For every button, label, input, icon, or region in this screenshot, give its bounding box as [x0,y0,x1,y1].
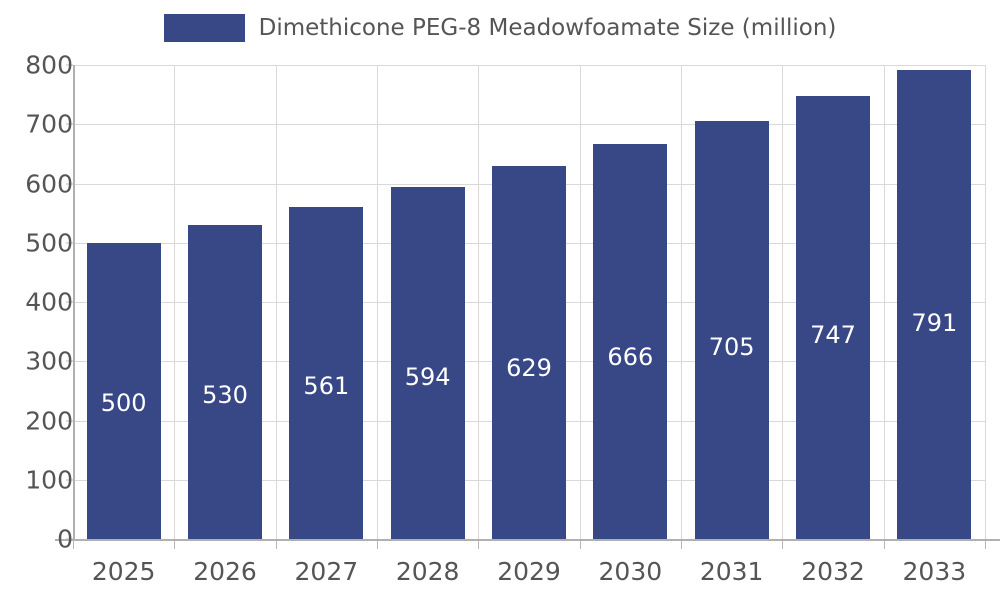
legend-label-0: Dimethicone PEG-8 Meadowfoamate Size (mi… [258,14,837,41]
bar-value-label-2026: 530 [202,380,248,409]
x-axis-ticks: 2025 2026 2027 2028 2029 2030 2031 2032 2033 [0,541,1000,600]
x-tick-mark-7 [782,541,783,549]
bar-2025[interactable] [86,242,161,539]
x-tick-label-2033: 2033 [902,557,967,586]
bar-2027[interactable] [289,206,364,539]
x-tick-label-2029: 2029 [497,557,561,586]
y-tick-label-400: 400 [25,287,73,317]
legend-item-0[interactable]: Dimethicone PEG-8 Meadowfoamate Size (mi… [163,14,837,42]
x-tick-mark-9 [985,541,986,549]
y-tick-label-300: 300 [25,346,73,376]
y-tick-label-200: 200 [25,406,73,435]
bar-2033[interactable] [897,70,972,539]
y-axis-ticks: 0 100 200 300 400 500 600 700 800 [0,0,73,600]
y-tick-label-100: 100 [25,465,73,495]
x-axis-line [55,539,1000,541]
gridline-vertical-9 [985,65,986,539]
y-tick-label-700: 700 [25,109,73,139]
gridline-vertical-3 [377,65,378,539]
y-tick-mark-8 [66,64,73,66]
gridline-vertical-6 [681,65,682,539]
x-tick-label-2026: 2026 [193,557,257,586]
gridline-vertical-1 [174,65,175,539]
x-tick-label-2028: 2028 [395,557,460,586]
y-axis-line [73,65,75,539]
y-tick-label-500: 500 [25,228,73,258]
y-tick-label-0: 0 [57,524,73,554]
bar-2029[interactable] [492,166,566,539]
x-tick-mark-8 [884,541,885,549]
gridline-vertical-5 [580,65,581,539]
x-tick-mark-0 [73,541,74,549]
gridline-horizontal-7 [73,124,985,126]
y-tick-mark-1 [66,479,73,481]
x-tick-label-2027: 2027 [294,557,359,586]
bar-2031[interactable] [694,121,769,539]
gridline-vertical-2 [276,65,277,539]
gridline-vertical-7 [782,65,783,539]
y-tick-mark-5 [66,242,73,244]
bar-2026[interactable] [188,224,262,539]
bar-value-label-2032: 747 [810,321,856,350]
y-tick-mark-2 [66,420,73,421]
y-tick-mark-0 [66,538,73,540]
bar-2032[interactable] [796,96,870,539]
bar-value-label-2033: 791 [911,309,958,338]
y-tick-label-600: 600 [25,169,73,198]
y-tick-mark-4 [66,301,73,303]
y-tick-label-800: 800 [25,50,73,80]
x-tick-mark-4 [478,541,479,549]
gridline-horizontal-8 [73,65,985,66]
bar-value-label-2031: 705 [708,332,755,361]
x-tick-label-2030: 2030 [598,557,663,586]
plot-area: 500 530 561 594 629 666 705 747 791 [73,65,986,540]
x-tick-label-2032: 2032 [801,557,865,586]
bar-value-label-2030: 666 [607,343,654,372]
bar-2030[interactable] [593,144,668,539]
x-tick-mark-6 [681,541,682,549]
gridline-vertical-8 [884,65,885,539]
x-tick-mark-2 [276,541,277,549]
gridline-vertical-4 [478,65,479,539]
y-tick-mark-6 [66,183,73,184]
x-tick-mark-5 [580,541,581,549]
x-tick-label-2031: 2031 [699,557,764,586]
bar-2028[interactable] [390,187,465,539]
y-tick-mark-3 [66,360,73,362]
bar-value-label-2025: 500 [100,388,147,417]
y-tick-mark-7 [66,123,73,125]
x-tick-mark-3 [377,541,378,549]
legend-color-swatch-icon [163,14,245,42]
chart-legend: Dimethicone PEG-8 Meadowfoamate Size (mi… [0,8,1000,48]
bar-value-label-2029: 629 [506,353,552,382]
bar-value-label-2027: 561 [303,372,350,401]
bar-value-label-2028: 594 [404,363,451,392]
x-tick-label-2025: 2025 [91,557,156,586]
x-tick-mark-1 [174,541,175,549]
